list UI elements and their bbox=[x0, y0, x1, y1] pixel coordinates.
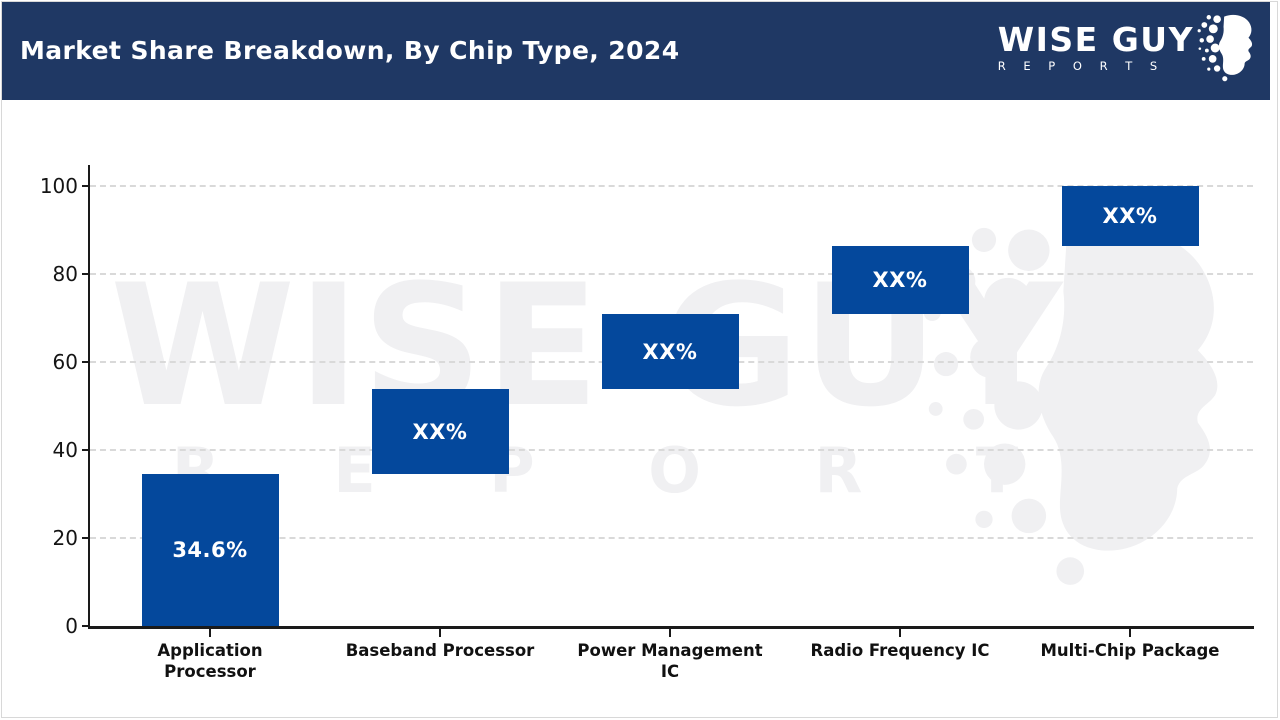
gridline bbox=[90, 185, 1253, 187]
y-tick-label: 40 bbox=[52, 438, 78, 462]
bar: XX% bbox=[371, 389, 509, 474]
chart-title: Market Share Breakdown, By Chip Type, 20… bbox=[20, 36, 680, 65]
bar-value-label: XX% bbox=[412, 419, 468, 444]
logo-subtitle: R E P O R T S bbox=[997, 58, 1165, 73]
x-category-label: Multi-Chip Package bbox=[1015, 640, 1245, 661]
x-category-label-line: Application bbox=[157, 641, 263, 660]
x-category-label-line: Power Management bbox=[577, 641, 763, 660]
bar: 34.6% bbox=[141, 473, 279, 626]
gridline bbox=[90, 449, 1253, 451]
y-tick-mark bbox=[82, 537, 90, 539]
y-tick-mark bbox=[82, 625, 90, 627]
bar: XX% bbox=[831, 246, 969, 315]
gridline bbox=[90, 537, 1253, 539]
x-tick-mark bbox=[209, 629, 211, 637]
x-category-label-line: Radio Frequency IC bbox=[810, 641, 990, 660]
x-category-label: Radio Frequency IC bbox=[785, 640, 1015, 661]
y-tick-label: 20 bbox=[52, 526, 78, 550]
bar-value-label: XX% bbox=[1102, 204, 1158, 229]
y-tick-mark bbox=[82, 185, 90, 187]
y-axis-line bbox=[88, 165, 90, 629]
header: Market Share Breakdown, By Chip Type, 20… bbox=[2, 2, 1270, 100]
y-tick-mark bbox=[82, 449, 90, 451]
x-category-label: Application Processor bbox=[95, 640, 325, 682]
bar-value-label: 34.6% bbox=[172, 537, 248, 562]
logo-wordmark: WISE GUY bbox=[997, 20, 1194, 60]
x-tick-mark bbox=[439, 629, 441, 637]
gridline bbox=[90, 273, 1253, 275]
x-tick-mark bbox=[669, 629, 671, 637]
x-category-label-line: Processor bbox=[164, 662, 256, 681]
brand-logo: WISE GUY R E P O R T S bbox=[998, 9, 1260, 87]
bar-value-label: XX% bbox=[642, 339, 698, 364]
y-tick-mark bbox=[82, 361, 90, 363]
brand-logo-text: WISE GUY R E P O R T S bbox=[998, 23, 1194, 73]
bar: XX% bbox=[1061, 186, 1199, 247]
y-tick-label: 100 bbox=[39, 174, 78, 198]
y-tick-label: 0 bbox=[65, 614, 78, 638]
y-tick-label: 60 bbox=[52, 350, 78, 374]
y-tick-mark bbox=[82, 273, 90, 275]
x-category-label-line: Baseband Processor bbox=[345, 641, 535, 660]
face-logo-icon bbox=[1197, 14, 1253, 82]
bar-value-label: XX% bbox=[872, 268, 928, 293]
x-tick-mark bbox=[1129, 629, 1131, 637]
x-category-label: Baseband Processor bbox=[325, 640, 555, 661]
x-category-label-line: Multi-Chip Package bbox=[1040, 641, 1220, 660]
x-tick-mark bbox=[899, 629, 901, 637]
x-axis-line bbox=[88, 626, 1254, 629]
x-category-label-line: IC bbox=[660, 662, 680, 681]
y-tick-label: 80 bbox=[52, 262, 78, 286]
bar: XX% bbox=[601, 314, 739, 390]
x-category-label: Power Management IC bbox=[555, 640, 785, 682]
